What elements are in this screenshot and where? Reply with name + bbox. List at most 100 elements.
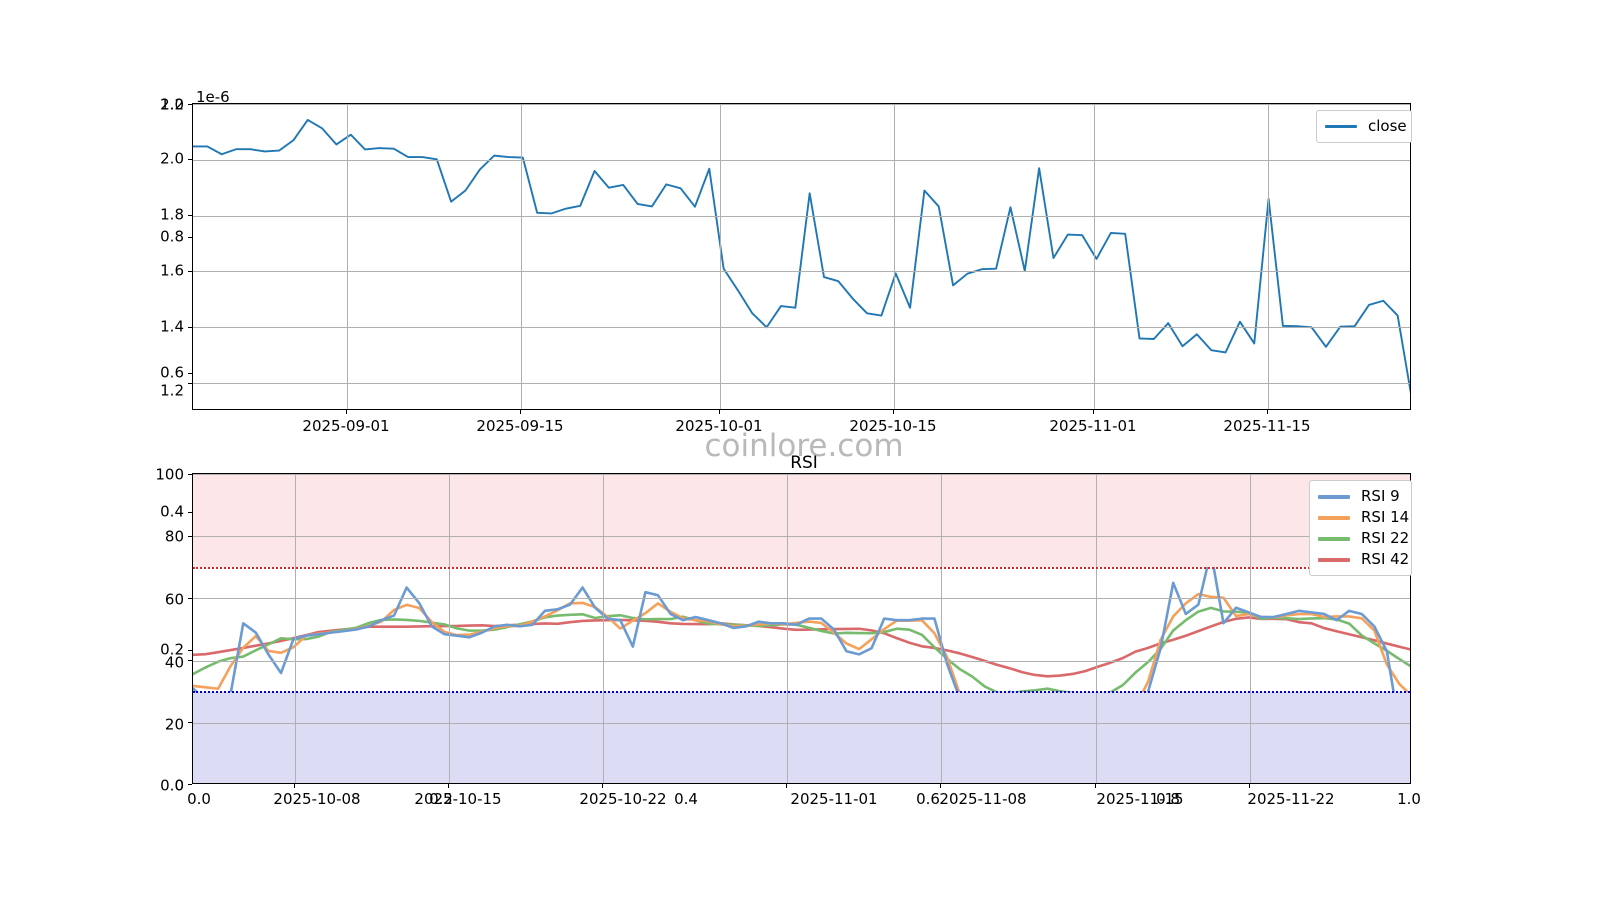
rsi-xtick-2025-11-08: 2025-11-08 — [939, 790, 1027, 808]
rsi-chart-panel — [192, 473, 1411, 784]
price-ytickmark-5 — [188, 383, 192, 384]
price-overlay-ytick-0-8: 0.8 — [160, 227, 184, 246]
gridline-price-1-4 — [193, 327, 1410, 329]
rsi-ytickmark-2 — [188, 598, 192, 599]
rsi-ytickmark-3 — [188, 660, 192, 661]
price-ytick-1-8: 1.8 — [160, 205, 184, 224]
rsi-xtick-2025-10-08: 2025-10-08 — [273, 790, 361, 808]
price-xtick-2025-10-15: 2025-10-15 — [849, 417, 937, 435]
rsi-xtick-2025-10-22: 2025-10-22 — [579, 790, 667, 808]
rsi-xtickmark-2 — [602, 784, 603, 788]
gridline-price-2025-11-15 — [1268, 104, 1269, 409]
rsi-9-legend-label: RSI 9 — [1361, 487, 1400, 505]
overbought-band — [193, 474, 1410, 568]
rsi-overlay-xtick-1-0: 1.0 — [1397, 790, 1421, 808]
rsi-xtick-2025-11-15: 2025-11-15 — [1096, 790, 1184, 808]
rsi-xtickmark-6 — [1249, 784, 1250, 788]
price-legend[interactable]: close — [1316, 110, 1412, 143]
rsi-ytick-20: 20 — [164, 715, 184, 734]
gridline-rsi-60 — [193, 598, 1410, 600]
rsi-22-legend-label: RSI 22 — [1361, 529, 1410, 547]
rsi-panel-title: RSI — [790, 453, 818, 473]
rsi-legend[interactable]: RSI 9 RSI 14 RSI 22 RSI 42 — [1309, 480, 1412, 576]
price-ytickmark-2 — [188, 215, 192, 216]
rsi-xtickmark-4 — [940, 784, 941, 788]
legend-item-rsi-9[interactable]: RSI 9 — [1318, 486, 1402, 507]
rsi-overlay-xtick-0-8: 0.8 — [1156, 790, 1180, 808]
legend-item-rsi-42[interactable]: RSI 42 — [1318, 549, 1409, 570]
price-xtick-2025-11-01: 2025-11-01 — [1049, 417, 1137, 435]
legend-item-rsi-14[interactable]: RSI 14 — [1318, 507, 1409, 528]
rsi-ytick-0: 0 — [174, 776, 184, 795]
rsi-overlay-xtick-0-4: 0.4 — [674, 790, 698, 808]
rsi-42-legend-swatch — [1318, 557, 1350, 562]
rsi-ytick-80: 80 — [164, 527, 184, 546]
gridline-price-2025-11-01 — [1094, 104, 1095, 409]
gridline-rsi-40 — [193, 660, 1410, 662]
rsi-overlay-xtick-0-2: 0.2 — [429, 790, 453, 808]
price-xtick-2025-09-01: 2025-09-01 — [302, 417, 390, 435]
price-overlay-ytickmark-0 — [188, 237, 192, 238]
price-plot-area — [193, 104, 1410, 409]
close-legend-swatch — [1325, 125, 1357, 128]
rsi-xtickmark-0 — [294, 784, 295, 788]
rsi-overlay-xtick-0-0: 0.0 — [187, 790, 211, 808]
rsi-overlay-xtick-0-6: 0.6 — [916, 790, 940, 808]
oversold-threshold-line — [193, 691, 1410, 693]
price-xtickmark-0 — [346, 410, 347, 414]
price-ytick-2-2: 2.2 — [160, 95, 184, 114]
price-xtick-2025-10-01: 2025-10-01 — [675, 417, 763, 435]
gridline-price-2025-10-01 — [720, 104, 721, 409]
rsi-overlay-ytickmark-0 — [188, 512, 192, 513]
price-ytickmark-1 — [188, 159, 192, 160]
rsi-ytick-40: 40 — [164, 653, 184, 672]
rsi-plot-area — [193, 474, 1410, 783]
price-ytickmark-3 — [188, 271, 192, 272]
rsi-xtickmark-3 — [786, 784, 787, 788]
close-price-line — [193, 118, 1410, 394]
rsi-overlay-ytickmark-1 — [188, 650, 192, 651]
rsi-22-legend-swatch — [1318, 536, 1350, 541]
price-xtickmark-3 — [893, 410, 894, 414]
price-xtick-2025-11-15: 2025-11-15 — [1223, 417, 1311, 435]
legend-item-close[interactable]: close — [1325, 116, 1407, 137]
gridline-rsi-2025-10-08 — [295, 474, 296, 783]
gridline-rsi-2025-11-22 — [1250, 474, 1251, 783]
price-xtickmark-5 — [1267, 410, 1268, 414]
price-ytickmark-4 — [188, 327, 192, 328]
rsi-ytickmark-0 — [188, 474, 192, 475]
gridline-rsi-2025-11-15 — [1096, 474, 1097, 783]
gridline-rsi-2025-10-22 — [603, 474, 604, 783]
price-xtickmark-4 — [1093, 410, 1094, 414]
rsi-overlay-ytick-0-4: 0.4 — [160, 502, 184, 521]
gridline-rsi-2025-11-08 — [941, 474, 942, 783]
gridline-price-1-6 — [193, 271, 1410, 273]
overbought-threshold-line — [193, 567, 1410, 569]
price-overlay-ytickmark-1 — [188, 373, 192, 374]
rsi-ytick-100: 100 — [155, 465, 184, 484]
rsi-14-legend-swatch — [1318, 515, 1350, 520]
gridline-rsi-100 — [193, 474, 1410, 475]
gridline-rsi-20 — [193, 722, 1410, 724]
gridline-price-1-2 — [193, 383, 1410, 384]
rsi-42-legend-label: RSI 42 — [1361, 550, 1410, 568]
gridline-price-2025-10-15 — [894, 104, 895, 409]
close-legend-label: close — [1368, 117, 1407, 135]
rsi-xtickmark-1 — [448, 784, 449, 788]
gridline-rsi-2025-11-01 — [787, 474, 788, 783]
gridline-price-2-2 — [193, 104, 1410, 105]
gridline-price-2-0 — [193, 159, 1410, 161]
rsi-ytick-60: 60 — [164, 590, 184, 609]
price-ytickmark-0 — [188, 104, 192, 105]
rsi-14-legend-label: RSI 14 — [1361, 508, 1410, 526]
legend-item-rsi-22[interactable]: RSI 22 — [1318, 528, 1409, 549]
price-ytick-1-6: 1.6 — [160, 261, 184, 280]
price-y-exponent-label: 1e-6 — [196, 88, 230, 106]
rsi-ytickmark-1 — [188, 536, 192, 537]
price-chart-panel — [192, 103, 1411, 410]
gridline-price-1-8 — [193, 215, 1410, 217]
price-xtickmark-1 — [520, 410, 521, 414]
gridline-rsi-80 — [193, 536, 1410, 538]
price-ytick-2-0: 2.0 — [160, 149, 184, 168]
rsi-ytickmark-4 — [188, 722, 192, 723]
